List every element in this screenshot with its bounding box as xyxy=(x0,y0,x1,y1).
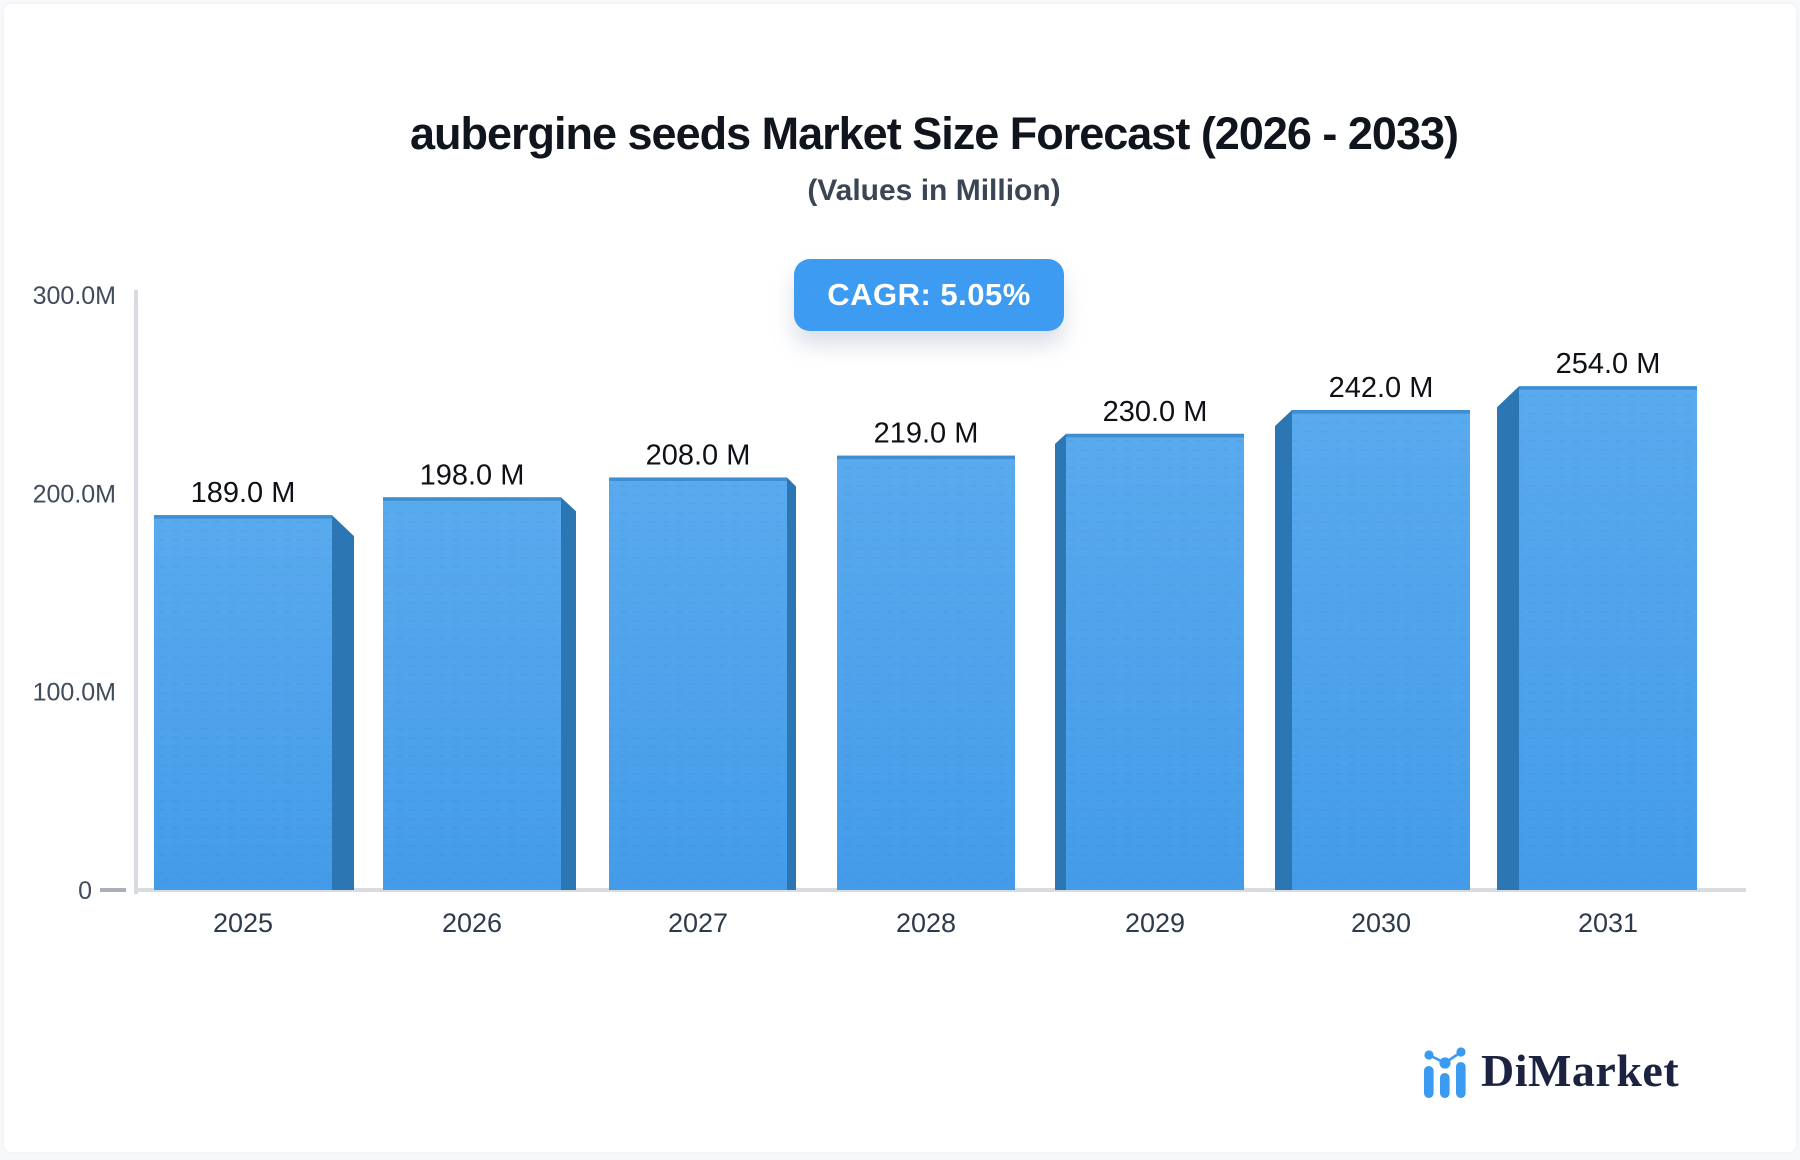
chart-title: aubergine seeds Market Size Forecast (20… xyxy=(409,108,1459,159)
bar-texture-2031 xyxy=(1519,386,1697,890)
y-axis-line xyxy=(134,290,138,894)
bar-side-face-2031 xyxy=(1497,386,1519,890)
x-tick-label-2026: 2026 xyxy=(442,908,502,938)
x-tick-label-2027: 2027 xyxy=(668,908,728,938)
y-tick-label: 200.0M xyxy=(33,480,116,508)
bar-value-label: 254.0 M xyxy=(1556,348,1661,380)
bars-sparkline-logo-icon xyxy=(1424,1047,1466,1098)
x-tick-label-2031: 2031 xyxy=(1578,908,1638,938)
bar-texture-2027 xyxy=(609,477,787,890)
bar-texture-2026 xyxy=(383,497,561,890)
chart-header: aubergine seeds Market Size Forecast (20… xyxy=(34,4,1800,208)
bar-value-label: 219.0 M xyxy=(874,418,979,450)
zero-tick-dash xyxy=(100,888,126,892)
x-tick-label-2025: 2025 xyxy=(213,908,273,938)
bar-top-edge-2026 xyxy=(383,497,561,501)
bar-value-label: 230.0 M xyxy=(1103,396,1208,428)
bar-side-face-2030 xyxy=(1275,410,1292,890)
y-tick-label: 100.0M xyxy=(33,679,116,707)
bar-top-edge-2031 xyxy=(1519,386,1697,390)
bar-texture-2029 xyxy=(1066,433,1244,890)
bar-top-edge-2028 xyxy=(837,455,1015,460)
bar-value-label: 189.0 M xyxy=(191,477,296,509)
bar-top-edge-2025 xyxy=(154,515,332,519)
brand-logo: DiMarket xyxy=(1422,1040,1679,1098)
y-tick-label: 0 xyxy=(78,877,92,905)
bar-side-face-2025 xyxy=(332,515,354,890)
bar-value-label: 242.0 M xyxy=(1329,372,1434,404)
brand-name: DiMarket xyxy=(1481,1045,1680,1096)
bar-value-label: 208.0 M xyxy=(646,439,751,471)
bar-value-label: 198.0 M xyxy=(420,459,525,491)
x-tick-label-2030: 2030 xyxy=(1351,908,1411,938)
bar-texture-2028 xyxy=(837,455,1015,890)
cagr-badge: CAGR: 5.05% xyxy=(794,259,1064,331)
chart-subtitle: (Values in Million) xyxy=(807,174,1061,207)
x-tick-label-2029: 2029 xyxy=(1125,908,1185,938)
bar-side-face-2027 xyxy=(787,477,796,890)
x-tick-label-2028: 2028 xyxy=(896,908,956,938)
bar-top-edge-2027 xyxy=(609,477,787,481)
bar-side-face-2026 xyxy=(561,497,576,890)
y-tick-label: 300.0M xyxy=(33,282,116,310)
market-size-bar-chart: 300.0M 200.0M 100.0M 0 189.0 M 2025 198.0 M 202… xyxy=(33,282,1746,938)
bar-top-edge-2029 xyxy=(1066,433,1244,438)
bar-top-edge-2030 xyxy=(1292,410,1470,414)
bar-side-face-2029 xyxy=(1055,433,1066,890)
bar-texture-2025 xyxy=(154,515,332,890)
bar-texture-2030 xyxy=(1292,410,1470,890)
